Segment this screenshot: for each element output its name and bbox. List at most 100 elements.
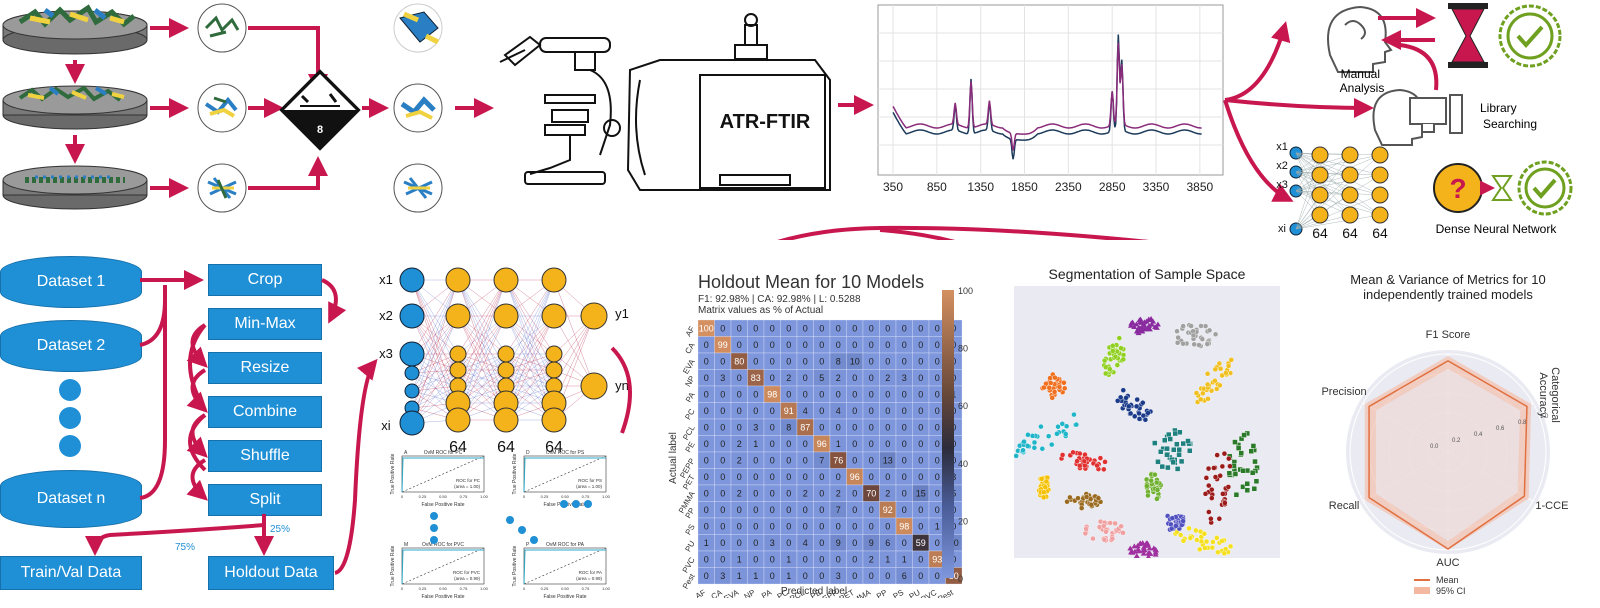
tsne-point [1215, 550, 1220, 555]
roc-ylabel: True Positive Rate [512, 545, 518, 586]
cm-cell-value: 0 [852, 505, 857, 515]
cm-cell-value: 0 [753, 324, 758, 334]
cm-cell-value: 0 [918, 390, 923, 400]
network-hidden-node [498, 362, 514, 378]
tsne-point [1119, 524, 1124, 529]
cm-cell-value: 0 [720, 390, 725, 400]
tsne-point [1217, 383, 1222, 388]
tsne-point [1134, 404, 1139, 409]
cm-cell-value: 1 [737, 555, 742, 565]
tsne-point [1178, 533, 1183, 538]
cm-cell-value: 0 [902, 390, 907, 400]
tsne-point [1096, 496, 1101, 501]
tsne-point [1245, 488, 1250, 493]
radar-ring-label: 0.2 [1452, 438, 1461, 444]
tsne-point [1251, 443, 1256, 448]
small-dnn-hidden-node [1372, 167, 1388, 183]
tsne-point [1113, 521, 1118, 526]
tsne-point [1171, 460, 1176, 465]
small-dnn-edge [1296, 215, 1380, 229]
roc-xtick: 0.25 [419, 586, 428, 591]
tsne-point [1217, 516, 1222, 521]
cm-cell-value: 0 [770, 324, 775, 334]
cm-cell-value: 0 [918, 406, 923, 416]
tsne-point [1088, 497, 1093, 502]
roc-legend: (area = 1.00) [454, 484, 480, 489]
cm-ytick: PE [684, 440, 697, 454]
network-hidden-node [546, 362, 562, 378]
cm-cell-value: 0 [704, 489, 709, 499]
cm-cell-value: 0 [902, 505, 907, 515]
cm-cell-value: 3 [770, 538, 775, 548]
small-dnn-hidden-node [1372, 207, 1388, 223]
tsne-point [1181, 441, 1186, 446]
cm-cell-value: 0 [803, 555, 808, 565]
cm-cell-value: 0 [819, 555, 824, 565]
cm-cell-value: 0 [852, 390, 857, 400]
cm-cell-value: 96 [817, 439, 827, 449]
cm-cell-value: 0 [902, 538, 907, 548]
cm-cell-value: 0 [737, 324, 742, 334]
ftir-spectrum-chart: 350 850 1350 1850 2350 2850 3350 3850 [878, 5, 1223, 194]
cm-cell-value: 2 [885, 489, 890, 499]
roc-xtick: 0.75 [460, 586, 469, 591]
small-dnn-hidden-node [1372, 187, 1388, 203]
roc-legend: ROC for PS [578, 478, 602, 483]
tsne-point [1124, 395, 1129, 400]
cm-cell-value: 0 [819, 505, 824, 515]
cm-colorbar-tick: 40 [958, 459, 968, 469]
cm-cell-value: 0 [918, 522, 923, 532]
cm-cell-value: 0 [869, 571, 874, 581]
cm-ytick: PA [684, 390, 697, 404]
tsne-point [1205, 342, 1210, 347]
cm-cell-value: 0 [819, 324, 824, 334]
cm-cell-value: 0 [869, 456, 874, 466]
roc-ylabel: True Positive Rate [390, 453, 396, 494]
cm-cell-value: 0 [819, 340, 824, 350]
roc-panel-letter: D [526, 450, 530, 456]
cm-cell-value: 9 [836, 538, 841, 548]
cm-cell-value: 0 [918, 505, 923, 515]
network-input-node [400, 342, 424, 366]
network-input-label: x2 [379, 308, 393, 323]
tsne-point [1250, 470, 1255, 475]
tsne-point [1219, 538, 1224, 543]
tsne-point [1071, 450, 1076, 455]
roc-xlabel: False Positive Rate [543, 594, 586, 600]
network-input-label: x3 [379, 346, 393, 361]
cm-cell-value: 0 [935, 489, 940, 499]
cm-cell-value: 0 [869, 505, 874, 515]
tsne-point [1252, 486, 1257, 491]
roc-title: OvM ROC for PA [546, 542, 585, 548]
tsne-point [1187, 526, 1192, 531]
ellipsis-dot-1 [59, 379, 81, 401]
small-dnn-layer-size: 64 [1342, 225, 1358, 240]
roc-legend: (area = 1.00) [576, 484, 602, 489]
tsne-point [1102, 537, 1107, 542]
cm-cell-value: 0 [786, 505, 791, 515]
roc-xlabel: False Positive Rate [421, 594, 464, 600]
network-output-label: yn [615, 378, 629, 393]
cm-cell-value: 0 [720, 324, 725, 334]
cm-cell-value: 0 [935, 571, 940, 581]
cm-cell-value: 0 [836, 340, 841, 350]
small-dnn-hidden-node [1372, 147, 1388, 163]
tsne-point [1084, 526, 1089, 531]
roc-xtick: 0.75 [582, 494, 591, 499]
radar-ring-label: 0.6 [1496, 426, 1505, 432]
roc-legend: (area = 0.99) [576, 576, 602, 581]
tsne-point [1152, 472, 1157, 477]
cm-cell-value: 0 [869, 324, 874, 334]
tsne-point [1175, 329, 1180, 334]
tsne-point [1187, 448, 1192, 453]
cm-cell-value: 0 [852, 324, 857, 334]
petri-dish-1 [3, 8, 147, 54]
cm-cell-value: 0 [836, 522, 841, 532]
roc-xlabel: False Positive Rate [421, 502, 464, 508]
tsne-point [1206, 466, 1211, 471]
tsne-point [1205, 382, 1210, 387]
hourglass-icon [1448, 3, 1488, 68]
roc-ellipsis-dot [518, 526, 526, 534]
cm-cell-value: 2 [737, 489, 742, 499]
roc-ellipsis-dot [430, 536, 438, 544]
